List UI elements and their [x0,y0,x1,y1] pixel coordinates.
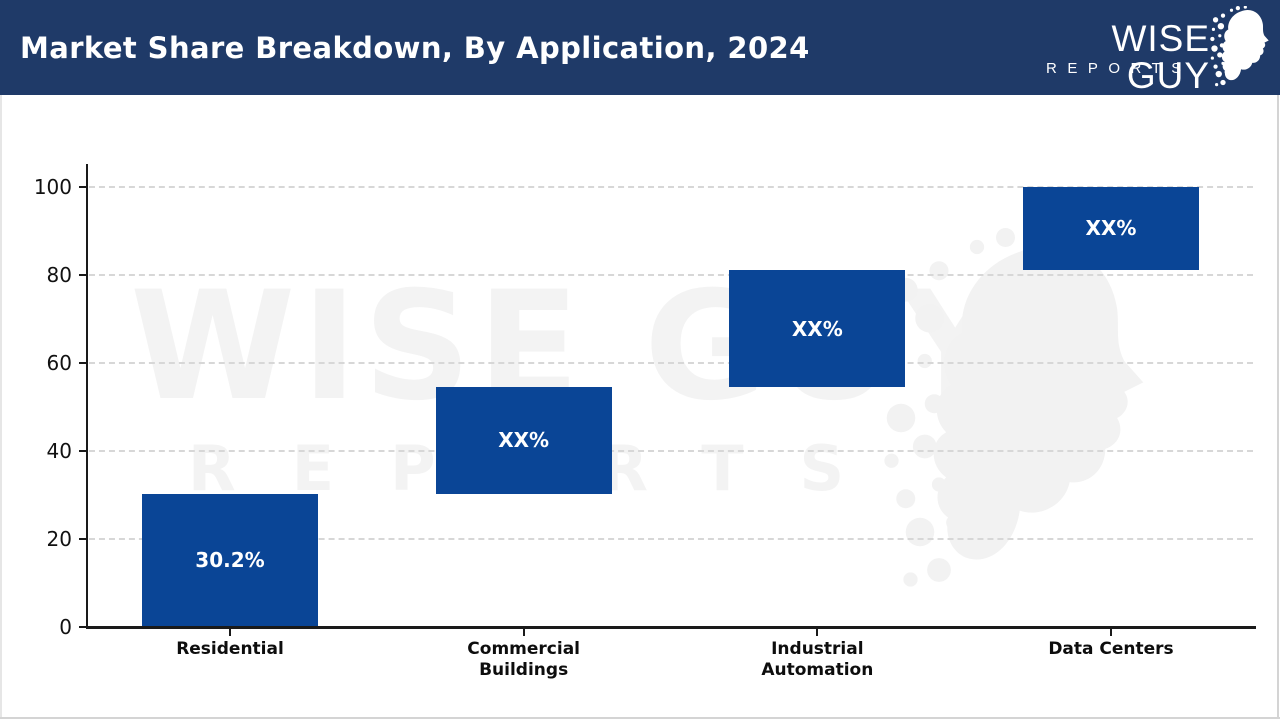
watermark-head-icon [882,228,1144,587]
y-tick-mark-20 [79,537,87,540]
right-frame-rule [1277,95,1279,719]
x-axis-spine [86,626,1256,629]
gridline-100 [89,185,1253,188]
bar-industrial-automation: XX% [729,270,906,387]
x-tick-label-data-centers: Data Centers [1048,639,1174,659]
y-axis-spine [86,164,88,629]
bar-value-label-residential: 30.2% [195,548,265,573]
bar-commercial-buildings: XX% [435,386,612,494]
x-tick-label-residential: Residential [176,639,284,659]
y-tick-label-60: 60 [46,350,72,375]
y-tick-mark-60 [79,361,87,364]
y-tick-mark-80 [79,273,87,276]
y-tick-label-40: 40 [46,438,72,463]
x-tick-label-industrial-automation: Industrial Automation [761,639,874,680]
x-tick-mark-residential [229,629,231,636]
header-bar: Market Share Breakdown, By Application, … [0,0,1280,95]
y-tick-label-20: 20 [46,526,72,551]
left-frame-rule [0,95,2,719]
gridline-20 [89,537,1253,540]
y-tick-mark-100 [79,185,87,188]
y-tick-mark-0 [79,626,87,628]
bar-data-centers: XX% [1023,186,1199,271]
wise-guy-logo: WISE GUY REPORTS [1032,4,1272,96]
logo-head-icon [1210,6,1269,87]
x-tick-mark-commercial-buildings [522,629,525,636]
x-tick-mark-industrial-automation [816,629,819,636]
x-tick-label-commercial-buildings: Commercial Buildings [467,639,580,680]
page-title: Market Share Breakdown, By Application, … [20,30,810,65]
logo-subtext: REPORTS [1046,60,1192,77]
y-tick-label-0: 0 [59,615,72,639]
bar-residential: 30.2% [142,493,318,627]
gridline-40 [89,449,1253,452]
bar-value-label-commercial-buildings: XX% [498,428,550,453]
gridline-60 [89,361,1253,364]
y-tick-label-80: 80 [46,262,72,287]
bottom-frame-rule [0,717,1280,719]
y-tick-label-100: 100 [33,174,72,199]
x-tick-mark-data-centers [1110,629,1112,636]
bar-value-label-industrial-automation: XX% [791,316,843,341]
logo-wordmark: WISE GUY [1111,18,1210,96]
gridline-80 [89,273,1253,276]
bar-value-label-data-centers: XX% [1085,216,1137,241]
y-tick-mark-40 [79,449,87,452]
